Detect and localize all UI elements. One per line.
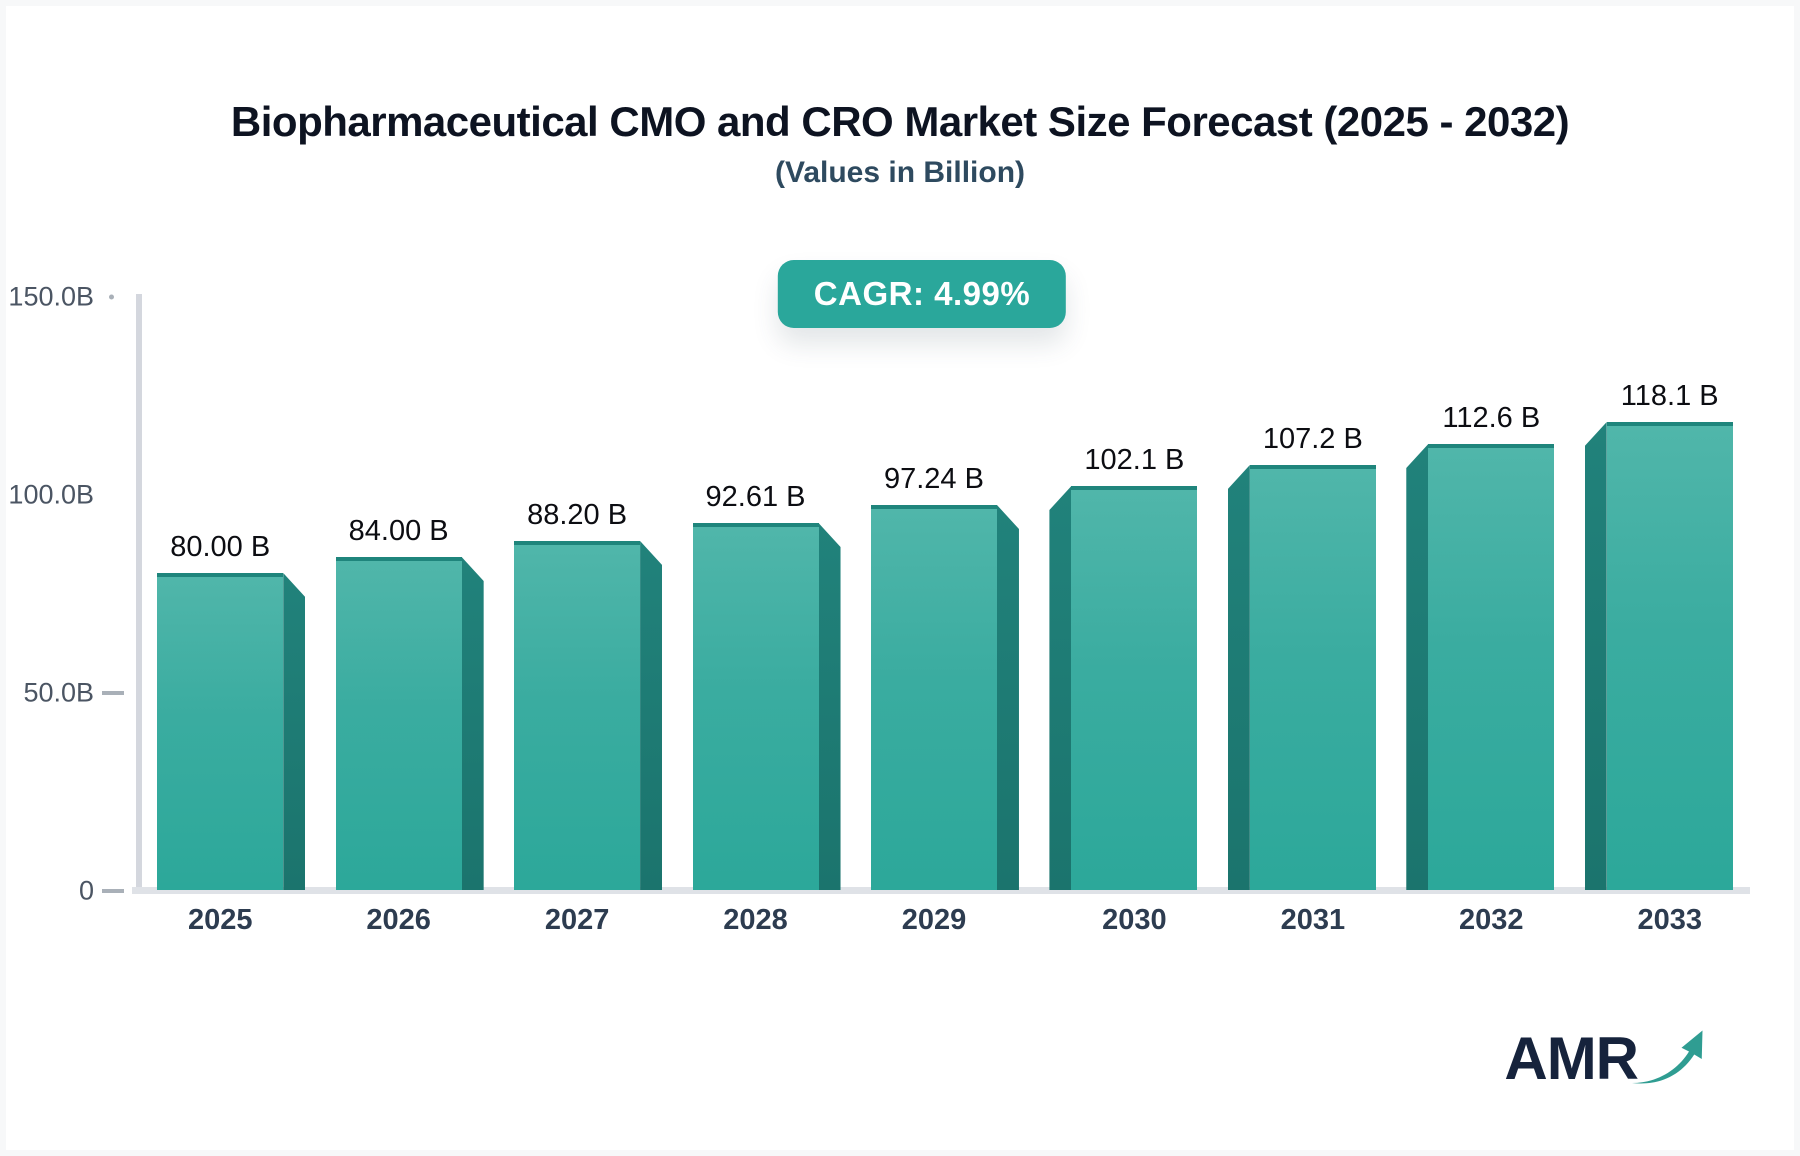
bar-slot: 97.24 B (856, 294, 1034, 890)
y-tick-mark (102, 691, 124, 695)
bar-slot: 80.00 B (142, 294, 320, 890)
x-label-2026: 2026 (366, 904, 431, 936)
bar-front-face (692, 523, 819, 890)
bar-side-face (1049, 486, 1072, 890)
bar-value-label: 92.61 B (705, 481, 806, 513)
bar-side-face (1584, 422, 1607, 890)
bar-2028: 92.61 B (692, 481, 841, 890)
bar-2033: 118.1 B (1584, 380, 1733, 890)
bar-2030: 102.1 B (1049, 444, 1198, 890)
bar-front-face (870, 505, 997, 890)
bar-slot: 84.00 B (320, 294, 498, 890)
bar-side-face (996, 505, 1019, 890)
bar-2026: 84.00 B (335, 515, 484, 890)
bar-value-label: 97.24 B (883, 463, 984, 495)
bar-slot: 88.20 B (499, 294, 677, 890)
y-tick-mark (109, 294, 114, 300)
x-label-2029: 2029 (901, 904, 967, 936)
y-axis: 150.0B 100.0B 50.0B 0 (6, 282, 136, 906)
bar-value-label: 88.20 B (527, 499, 628, 531)
bar-value-label: 112.6 B (1442, 402, 1541, 434)
bar-slot: 107.2 B (1213, 294, 1391, 890)
bar-2032: 112.6 B (1406, 402, 1555, 890)
bar-2031: 107.2 B (1227, 423, 1376, 890)
bar-value-label: 102.1 B (1084, 444, 1185, 476)
bar-2027: 88.20 B (514, 499, 663, 890)
y-axis-line (136, 294, 142, 894)
bar-2025: 80.00 B (157, 531, 306, 890)
plot-area: 80.00 B 84.00 B 88.20 B 92.61 B 97.24 B 102.1… (132, 294, 1750, 894)
x-label-2028: 2028 (723, 904, 788, 936)
page-title: Biopharmaceutical CMO and CRO Market Siz… (230, 98, 1570, 145)
y-tick-label: 100.0B (8, 479, 94, 510)
bar-front-face (157, 573, 284, 890)
bar-slot: 118.1 B (1570, 294, 1748, 890)
x-label-2033: 2033 (1637, 904, 1702, 936)
bar-value-label: 118.1 B (1620, 380, 1719, 412)
chart-subtitle: (Values in Billion) (774, 156, 1026, 189)
bar-slot: 102.1 B (1034, 294, 1212, 890)
bar-front-face (1606, 422, 1733, 890)
x-label-2025: 2025 (187, 904, 253, 936)
y-tick-label: 0 (78, 875, 94, 906)
amr-logo: AMR (1504, 1024, 1706, 1093)
bar-value-label: 84.00 B (348, 515, 449, 547)
bar-front-face (514, 541, 641, 890)
bar-side-face (461, 557, 484, 890)
x-axis-line (132, 887, 1750, 894)
bar-2029: 97.24 B (870, 463, 1019, 890)
bar-front-face (1428, 444, 1555, 890)
growth-arrow-icon (1632, 1030, 1703, 1084)
bar-side-face (1406, 444, 1429, 890)
bar-front-face (335, 557, 462, 890)
bar-front-face (1071, 486, 1198, 890)
y-tick-label: 50.0B (23, 677, 94, 708)
bar-side-face (1227, 465, 1250, 890)
x-label-2031: 2031 (1280, 904, 1346, 936)
bars-container: 80.00 B 84.00 B 88.20 B 92.61 B 97.24 B 102.1… (142, 294, 1748, 890)
bar-value-label: 80.00 B (170, 531, 271, 563)
bar-side-face (640, 541, 663, 890)
y-tick-mark (102, 889, 124, 893)
cagr-badge: CAGR: 4.99% (777, 260, 1067, 328)
bar-side-face (818, 523, 841, 890)
bar-value-label: 107.2 B (1262, 423, 1363, 455)
bar-slot: 92.61 B (677, 294, 855, 890)
y-tick-label: 150.0B (8, 281, 94, 312)
bar-slot: 112.6 B (1391, 294, 1569, 890)
bar-side-face (283, 573, 306, 890)
x-label-2032: 2032 (1459, 904, 1524, 936)
bar-front-face (1249, 465, 1376, 890)
x-label-2030: 2030 (1102, 904, 1167, 936)
amr-logo-text: AMR (1504, 1025, 1639, 1092)
x-axis: 2025 2026 2027 2028 2029 2030 2031 2032 2033 (142, 904, 1748, 948)
x-label-2027: 2027 (544, 904, 610, 936)
